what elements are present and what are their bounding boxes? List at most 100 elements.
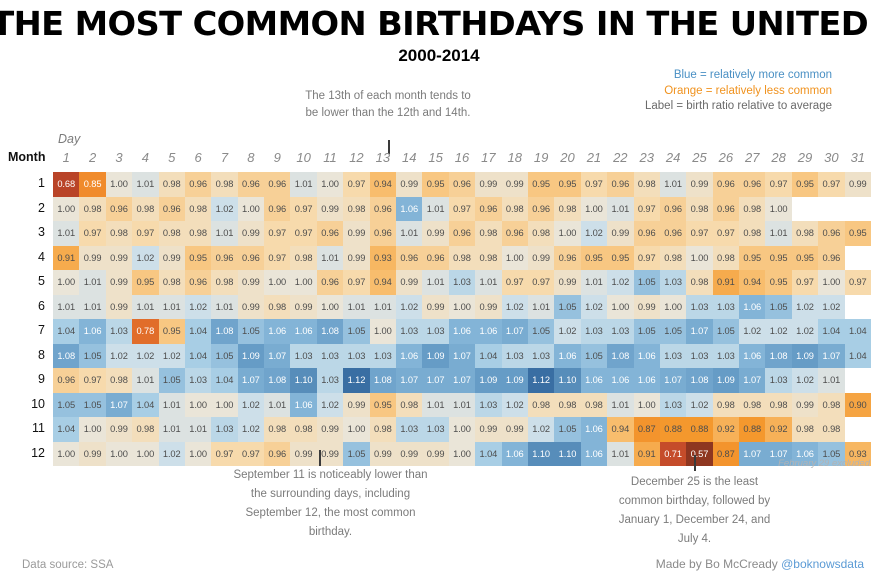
- heatmap-cell[interactable]: 1.05: [237, 319, 265, 344]
- heatmap-cell[interactable]: 1.00: [132, 441, 159, 466]
- heatmap-cell[interactable]: 1.00: [765, 196, 792, 221]
- heatmap-cell[interactable]: 1.02: [791, 294, 819, 319]
- heatmap-cell[interactable]: 1.07: [686, 319, 713, 344]
- heatmap-cell[interactable]: 1.03: [105, 319, 133, 344]
- heatmap-cell[interactable]: 0.97: [237, 441, 265, 466]
- credit-handle[interactable]: @boknowsdata: [781, 557, 864, 571]
- heatmap-cell[interactable]: 1.01: [396, 221, 423, 246]
- heatmap-cell[interactable]: 0.96: [712, 172, 740, 197]
- heatmap-cell[interactable]: 0.96: [554, 245, 581, 270]
- heatmap-cell[interactable]: 1.00: [290, 270, 317, 295]
- heatmap-cell[interactable]: 1.05: [211, 343, 238, 368]
- heatmap-cell[interactable]: 1.00: [343, 417, 370, 442]
- heatmap-cell[interactable]: 0.98: [369, 417, 397, 442]
- heatmap-cell[interactable]: 1.00: [554, 221, 581, 246]
- heatmap-cell[interactable]: 1.04: [844, 319, 871, 344]
- heatmap-cell[interactable]: 0.95: [765, 270, 792, 295]
- heatmap-cell[interactable]: 1.10: [290, 368, 317, 393]
- heatmap-cell[interactable]: 1.01: [607, 196, 634, 221]
- heatmap-cell[interactable]: 1.01: [79, 270, 106, 295]
- heatmap-cell[interactable]: 1.02: [686, 392, 713, 417]
- heatmap-cell[interactable]: 0.96: [158, 196, 185, 221]
- heatmap-cell[interactable]: 0.99: [501, 172, 528, 197]
- heatmap-cell[interactable]: 0.99: [105, 245, 133, 270]
- heatmap-cell[interactable]: 0.96: [316, 270, 344, 295]
- heatmap-cell[interactable]: 0.71: [659, 441, 687, 466]
- heatmap-cell[interactable]: 0.98: [184, 221, 212, 246]
- heatmap-cell[interactable]: 1.00: [316, 294, 344, 319]
- heatmap-cell[interactable]: 0.98: [580, 392, 608, 417]
- heatmap-cell[interactable]: 0.97: [343, 172, 370, 197]
- heatmap-cell[interactable]: 1.04: [844, 343, 871, 368]
- heatmap-cell[interactable]: 1.08: [211, 319, 238, 344]
- heatmap-cell[interactable]: 0.97: [264, 221, 291, 246]
- heatmap-cell[interactable]: 1.07: [765, 441, 792, 466]
- heatmap-cell[interactable]: 1.06: [580, 417, 608, 442]
- heatmap-cell[interactable]: 0.96: [712, 196, 740, 221]
- heatmap-cell[interactable]: 1.06: [633, 343, 660, 368]
- heatmap-cell[interactable]: 1.03: [659, 270, 687, 295]
- heatmap-cell[interactable]: 0.97: [818, 172, 845, 197]
- heatmap-cell[interactable]: 0.99: [79, 441, 106, 466]
- heatmap-cell[interactable]: 1.02: [765, 319, 792, 344]
- heatmap-cell[interactable]: 1.03: [211, 417, 238, 442]
- heatmap-cell[interactable]: 1.08: [765, 343, 792, 368]
- heatmap-cell[interactable]: 0.95: [554, 172, 581, 197]
- heatmap-cell[interactable]: 0.95: [369, 392, 397, 417]
- heatmap-cell[interactable]: 0.97: [765, 172, 792, 197]
- heatmap-cell[interactable]: 0.87: [633, 417, 660, 442]
- heatmap-cell[interactable]: 1.02: [501, 392, 528, 417]
- heatmap-cell[interactable]: 1.01: [527, 294, 555, 319]
- heatmap-cell[interactable]: 0.98: [527, 392, 555, 417]
- heatmap-cell[interactable]: 0.99: [105, 270, 133, 295]
- heatmap-cell[interactable]: 1.06: [475, 319, 502, 344]
- heatmap-cell[interactable]: 1.00: [686, 245, 713, 270]
- heatmap-cell[interactable]: 0.97: [527, 270, 555, 295]
- heatmap-cell[interactable]: 0.98: [791, 417, 819, 442]
- heatmap-cell[interactable]: 1.05: [765, 294, 792, 319]
- heatmap-cell[interactable]: 0.95: [158, 319, 185, 344]
- heatmap-cell[interactable]: 1.12: [343, 368, 370, 393]
- heatmap-cell[interactable]: 0.98: [105, 368, 133, 393]
- heatmap-cell[interactable]: 0.92: [712, 417, 740, 442]
- heatmap-cell[interactable]: 1.00: [448, 441, 476, 466]
- heatmap-cell[interactable]: 1.07: [659, 368, 687, 393]
- heatmap-cell[interactable]: 0.99: [501, 417, 528, 442]
- heatmap-cell[interactable]: 0.96: [501, 221, 528, 246]
- heatmap-cell[interactable]: 0.98: [396, 392, 423, 417]
- heatmap-cell[interactable]: 1.02: [739, 319, 766, 344]
- heatmap-cell[interactable]: 0.96: [659, 221, 687, 246]
- heatmap-cell[interactable]: 1.03: [316, 343, 344, 368]
- heatmap-cell[interactable]: 1.05: [818, 441, 845, 466]
- heatmap-cell[interactable]: 1.03: [765, 368, 792, 393]
- heatmap-cell[interactable]: 0.99: [422, 221, 449, 246]
- heatmap-cell[interactable]: 0.97: [132, 221, 159, 246]
- heatmap-cell[interactable]: 0.94: [607, 417, 634, 442]
- heatmap-cell[interactable]: 0.98: [343, 196, 370, 221]
- heatmap-cell[interactable]: 1.04: [53, 417, 80, 442]
- heatmap-cell[interactable]: 1.07: [237, 368, 265, 393]
- heatmap-cell[interactable]: 0.95: [765, 245, 792, 270]
- heatmap-cell[interactable]: 0.99: [475, 172, 502, 197]
- heatmap-cell[interactable]: 0.95: [132, 270, 159, 295]
- heatmap-cell[interactable]: 1.01: [343, 294, 370, 319]
- heatmap-cell[interactable]: 0.98: [554, 196, 581, 221]
- heatmap-cell[interactable]: 0.90: [844, 392, 871, 417]
- heatmap-cell[interactable]: 0.99: [844, 172, 871, 197]
- heatmap-cell[interactable]: 1.00: [105, 172, 133, 197]
- heatmap-cell[interactable]: 1.01: [211, 294, 238, 319]
- heatmap-cell[interactable]: 1.04: [475, 441, 502, 466]
- heatmap-cell[interactable]: 1.12: [527, 368, 555, 393]
- heatmap-cell[interactable]: 1.01: [132, 294, 159, 319]
- heatmap-cell[interactable]: 0.97: [211, 441, 238, 466]
- heatmap-cell[interactable]: 1.07: [105, 392, 133, 417]
- heatmap-cell[interactable]: 0.98: [290, 417, 317, 442]
- heatmap-cell[interactable]: 1.07: [739, 368, 766, 393]
- heatmap-cell[interactable]: 1.03: [686, 294, 713, 319]
- heatmap-cell[interactable]: 1.04: [184, 343, 212, 368]
- heatmap-cell[interactable]: 0.99: [396, 172, 423, 197]
- heatmap-cell[interactable]: 0.96: [607, 172, 634, 197]
- heatmap-cell[interactable]: 1.03: [448, 270, 476, 295]
- heatmap-cell[interactable]: 0.91: [633, 441, 660, 466]
- heatmap-cell[interactable]: 0.96: [818, 245, 845, 270]
